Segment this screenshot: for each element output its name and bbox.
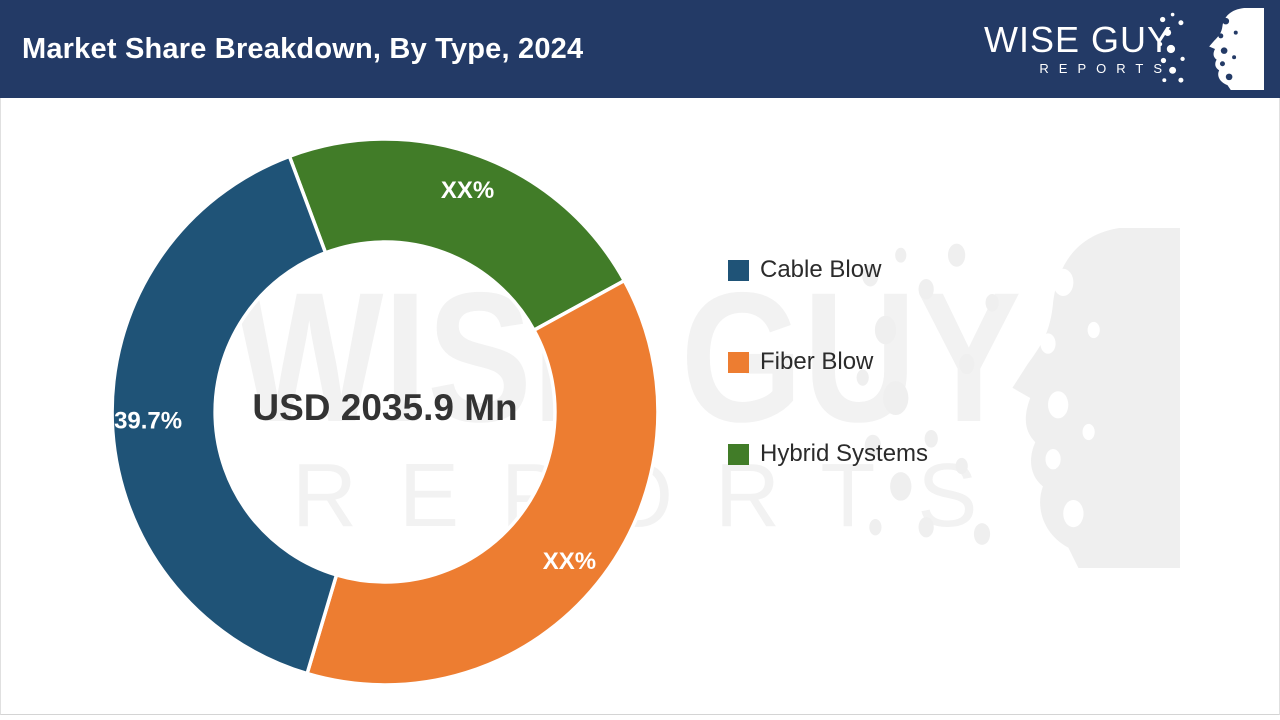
donut-segment-cable-blow [110,154,339,676]
chart-center-value: USD 2035.9 Mn [252,387,518,428]
donut-segment-hybrid-systems [287,137,627,332]
page-title: Market Share Breakdown, By Type, 2024 [22,32,584,65]
logo-face-icon [1158,8,1264,90]
legend-label-cable-blow: Cable Blow [760,256,882,283]
legend-swatch-fiber-blow [728,351,749,373]
header-bar: Market Share Breakdown, By Type, 2024 WI… [0,0,1280,98]
legend-item-fiber-blow: Fiber Blow [728,350,928,374]
segment-label: XX% [441,177,494,204]
legend-swatch-hybrid-systems [728,443,749,465]
watermark-face-icon [856,228,1180,568]
legend-label-hybrid-systems: Hybrid Systems [760,440,929,467]
logo-wordmark: WISE GUY REPORTS [983,19,1172,77]
legend-item-cable-blow: Cable Blow [728,258,928,282]
logo-wordmark-line1: WISE GUY [983,19,1172,60]
donut-chart: XX% XX% 39.7% [110,137,660,687]
legend-label-fiber-blow: Fiber Blow [760,348,874,375]
legend-item-hybrid-systems: Hybrid Systems [728,442,928,466]
donut-segment-fiber-blow [305,278,660,687]
logo-wordmark-line2: REPORTS [1039,61,1172,76]
segment-label: XX% [543,548,596,575]
chart-legend: Cable Blow Fiber Blow Hybrid Systems [728,258,928,466]
wise-guy-logo: WISE GUY REPORTS [984,8,1264,90]
legend-swatch-cable-blow [728,259,749,281]
segment-label: 39.7% [114,408,182,435]
